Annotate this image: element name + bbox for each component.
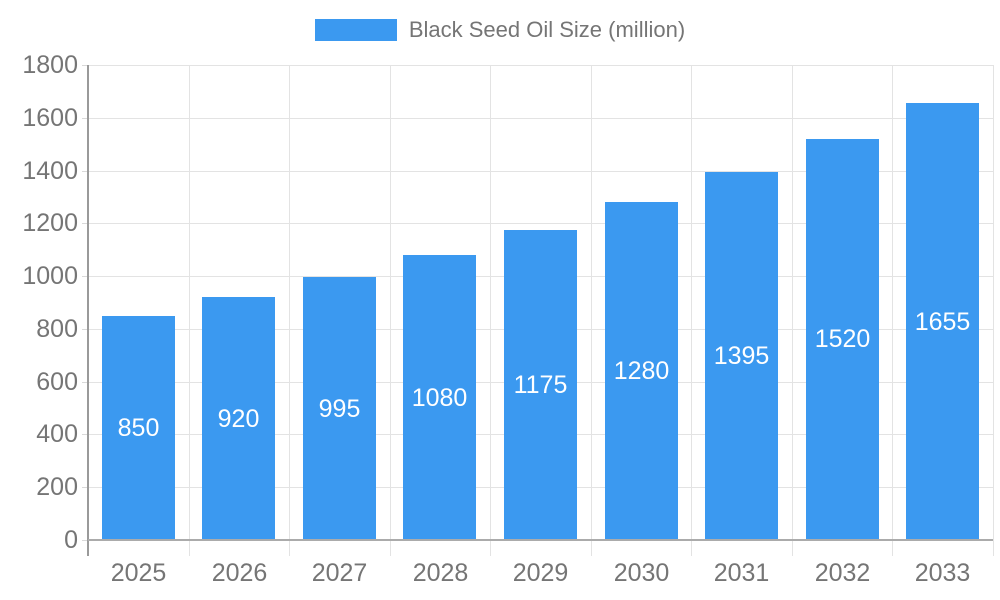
- x-gridline: [490, 65, 491, 556]
- x-gridline: [892, 65, 893, 556]
- bar-value-label: 1395: [713, 342, 770, 370]
- y-axis-tick: [82, 223, 88, 224]
- y-axis-tick: [82, 118, 88, 119]
- y-gridline: [88, 65, 993, 66]
- x-gridline: [993, 65, 994, 556]
- y-axis-tick: [82, 382, 88, 383]
- y-axis-tick: [82, 171, 88, 172]
- y-gridline: [88, 118, 993, 119]
- x-gridline: [691, 65, 692, 556]
- bar-2028[interactable]: [403, 255, 476, 540]
- bar-value-label: 995: [318, 395, 361, 423]
- y-axis-tick-label: 1800: [22, 51, 78, 79]
- x-axis-tick-label: 2026: [211, 559, 268, 587]
- x-axis-tick-label: 2030: [613, 559, 670, 587]
- x-axis-tick-label: 2032: [814, 559, 871, 587]
- x-axis-tick-label: 2031: [713, 559, 770, 587]
- bar-value-label: 1520: [814, 325, 871, 353]
- x-gridline: [591, 65, 592, 556]
- y-axis-tick-label: 200: [36, 473, 78, 501]
- bar-2031[interactable]: [705, 172, 778, 540]
- x-gridline: [289, 65, 290, 556]
- bar-value-label: 1280: [613, 357, 670, 385]
- bar-value-label: 850: [117, 414, 160, 442]
- bar-value-label: 1175: [513, 371, 568, 399]
- y-axis-tick-label: 800: [36, 315, 78, 343]
- x-axis-tick-label: 2025: [110, 559, 167, 587]
- y-gridline: [88, 223, 993, 224]
- y-axis-tick-label: 1000: [22, 262, 78, 290]
- bar-value-label: 920: [217, 405, 260, 433]
- x-axis-tick-label: 2027: [311, 559, 368, 587]
- x-gridline: [390, 65, 391, 556]
- x-gridline: [792, 65, 793, 556]
- x-axis-tick-label: 2033: [914, 559, 971, 587]
- legend-label: Black Seed Oil Size (million): [408, 17, 686, 42]
- y-axis-tick: [82, 540, 88, 541]
- x-gridline: [189, 65, 190, 556]
- bar-value-label: 1080: [411, 384, 468, 412]
- y-axis-tick-label: 1400: [22, 157, 78, 185]
- legend[interactable]: Black Seed Oil Size (million): [0, 17, 1000, 43]
- bar-2026[interactable]: [202, 297, 275, 540]
- y-axis-line: [87, 65, 89, 556]
- x-axis-tick-label: 2029: [512, 559, 569, 587]
- legend-swatch-icon: [314, 19, 397, 41]
- bar-2027[interactable]: [303, 277, 376, 540]
- y-axis-tick: [82, 329, 88, 330]
- bar-2025[interactable]: [102, 316, 175, 540]
- y-axis-tick: [82, 434, 88, 435]
- y-axis-tick: [82, 65, 88, 66]
- bar-2030[interactable]: [605, 202, 678, 540]
- bar-2032[interactable]: [806, 139, 879, 540]
- y-axis-tick-label: 400: [36, 420, 78, 448]
- bar-value-label: 1655: [914, 308, 971, 336]
- bar-2033[interactable]: [906, 103, 979, 540]
- y-axis-tick: [82, 276, 88, 277]
- y-gridline: [88, 171, 993, 172]
- y-axis-tick-label: 1600: [22, 104, 78, 132]
- x-axis-line: [88, 539, 993, 541]
- x-axis-tick-label: 2028: [412, 559, 469, 587]
- bar-2029[interactable]: [504, 230, 577, 540]
- y-axis-tick: [82, 487, 88, 488]
- y-axis-tick-label: 1200: [22, 209, 78, 237]
- y-axis-tick-label: 0: [64, 526, 78, 554]
- y-axis-tick-label: 600: [36, 368, 78, 396]
